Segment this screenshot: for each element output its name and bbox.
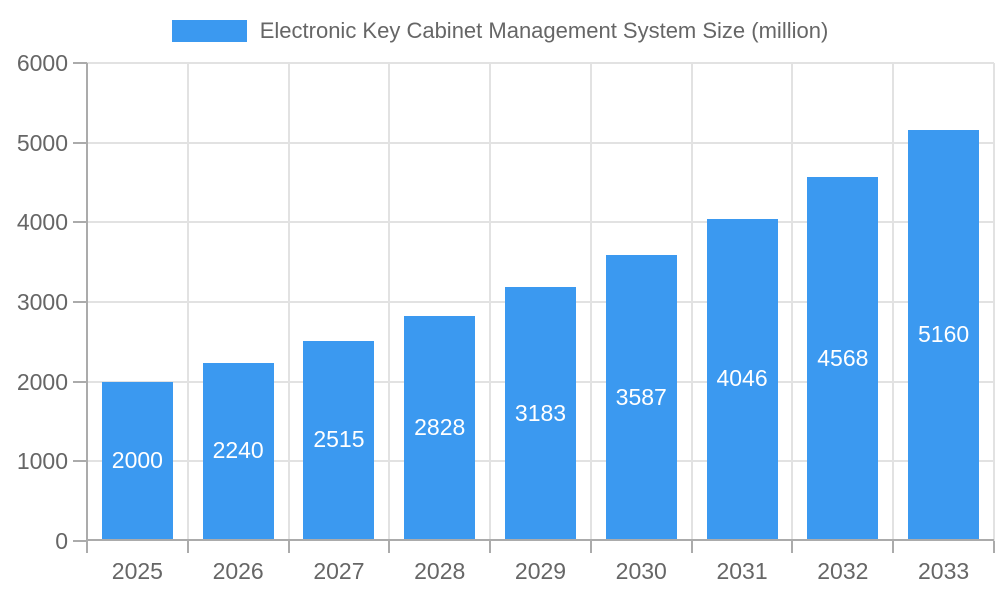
legend: Electronic Key Cabinet Management System… bbox=[0, 18, 1000, 43]
x-tick-label: 2033 bbox=[918, 558, 970, 584]
y-tick-label: 4000 bbox=[16, 209, 68, 236]
gridline-v bbox=[690, 63, 693, 541]
bar: 2240 bbox=[202, 362, 274, 539]
gridline-h bbox=[87, 221, 994, 224]
gridline-v bbox=[186, 63, 189, 541]
gridline-v bbox=[589, 63, 592, 541]
gridline-v bbox=[287, 63, 290, 541]
x-tick-label: 2031 bbox=[716, 558, 768, 584]
x-axis-tick bbox=[388, 541, 391, 553]
x-axis-tick bbox=[993, 541, 995, 553]
x-axis-tick bbox=[690, 541, 693, 553]
bar-value-label: 2515 bbox=[313, 426, 365, 453]
bar-value-label: 5160 bbox=[918, 320, 970, 347]
bar: 2828 bbox=[404, 315, 476, 539]
x-tick-label: 2028 bbox=[414, 558, 466, 584]
bar-value-label: 2240 bbox=[212, 437, 264, 464]
gridline-v bbox=[791, 63, 794, 541]
y-tick-label: 5000 bbox=[16, 129, 68, 156]
x-tick-label: 2025 bbox=[111, 558, 163, 584]
x-axis-tick bbox=[791, 541, 794, 553]
x-axis-tick bbox=[892, 541, 895, 553]
gridline-v bbox=[489, 63, 492, 541]
bar: 2515 bbox=[303, 340, 375, 539]
x-tick-label: 2027 bbox=[313, 558, 365, 584]
x-axis-line bbox=[87, 539, 994, 541]
x-tick-label: 2030 bbox=[615, 558, 667, 584]
bar-value-label: 4046 bbox=[716, 365, 768, 392]
plot-area: 2000 2240 2515 2828 3183 3587 4046 4568 5160 bbox=[86, 62, 995, 541]
x-axis-tick bbox=[86, 541, 88, 553]
gridline-h bbox=[87, 141, 994, 144]
y-axis-line bbox=[86, 63, 88, 541]
legend-label: Electronic Key Cabinet Management System… bbox=[259, 18, 829, 43]
bar: 2000 bbox=[101, 381, 173, 539]
legend-swatch bbox=[171, 20, 247, 42]
gridline-v bbox=[993, 63, 995, 541]
y-tick-label: 0 bbox=[55, 528, 68, 554]
y-axis-tick bbox=[73, 62, 87, 64]
x-tick-label: 2032 bbox=[817, 558, 869, 584]
y-tick-label: 1000 bbox=[16, 448, 68, 475]
x-tick-label: 2029 bbox=[514, 558, 567, 584]
x-axis-tick bbox=[287, 541, 290, 553]
y-tick-label: 3000 bbox=[16, 289, 68, 315]
y-axis-tick bbox=[73, 141, 87, 144]
gridline-v bbox=[388, 63, 391, 541]
x-tick-label: 2026 bbox=[212, 558, 264, 584]
bar-value-label: 2000 bbox=[111, 446, 163, 473]
bar: 4568 bbox=[807, 177, 879, 539]
bar-value-label: 3183 bbox=[514, 399, 567, 426]
bar-value-label: 2828 bbox=[414, 413, 466, 440]
bar-value-label: 3587 bbox=[615, 383, 667, 410]
y-axis-tick bbox=[73, 540, 87, 542]
bar: 4046 bbox=[706, 218, 778, 539]
gridline-v bbox=[892, 63, 895, 541]
y-axis-tick bbox=[73, 301, 87, 303]
bar: 5160 bbox=[908, 129, 980, 539]
bar-value-label: 4568 bbox=[817, 344, 869, 371]
y-axis-tick bbox=[73, 460, 87, 463]
bar: 3587 bbox=[605, 255, 677, 539]
y-axis-tick bbox=[73, 221, 87, 224]
y-tick-label: 6000 bbox=[16, 50, 68, 76]
y-tick-label: 2000 bbox=[16, 368, 68, 395]
gridline-h bbox=[87, 62, 994, 64]
x-axis-tick bbox=[589, 541, 592, 553]
y-axis-tick bbox=[73, 380, 87, 383]
x-axis-tick bbox=[489, 541, 492, 553]
x-axis-tick bbox=[186, 541, 189, 553]
bar: 3183 bbox=[505, 287, 576, 539]
